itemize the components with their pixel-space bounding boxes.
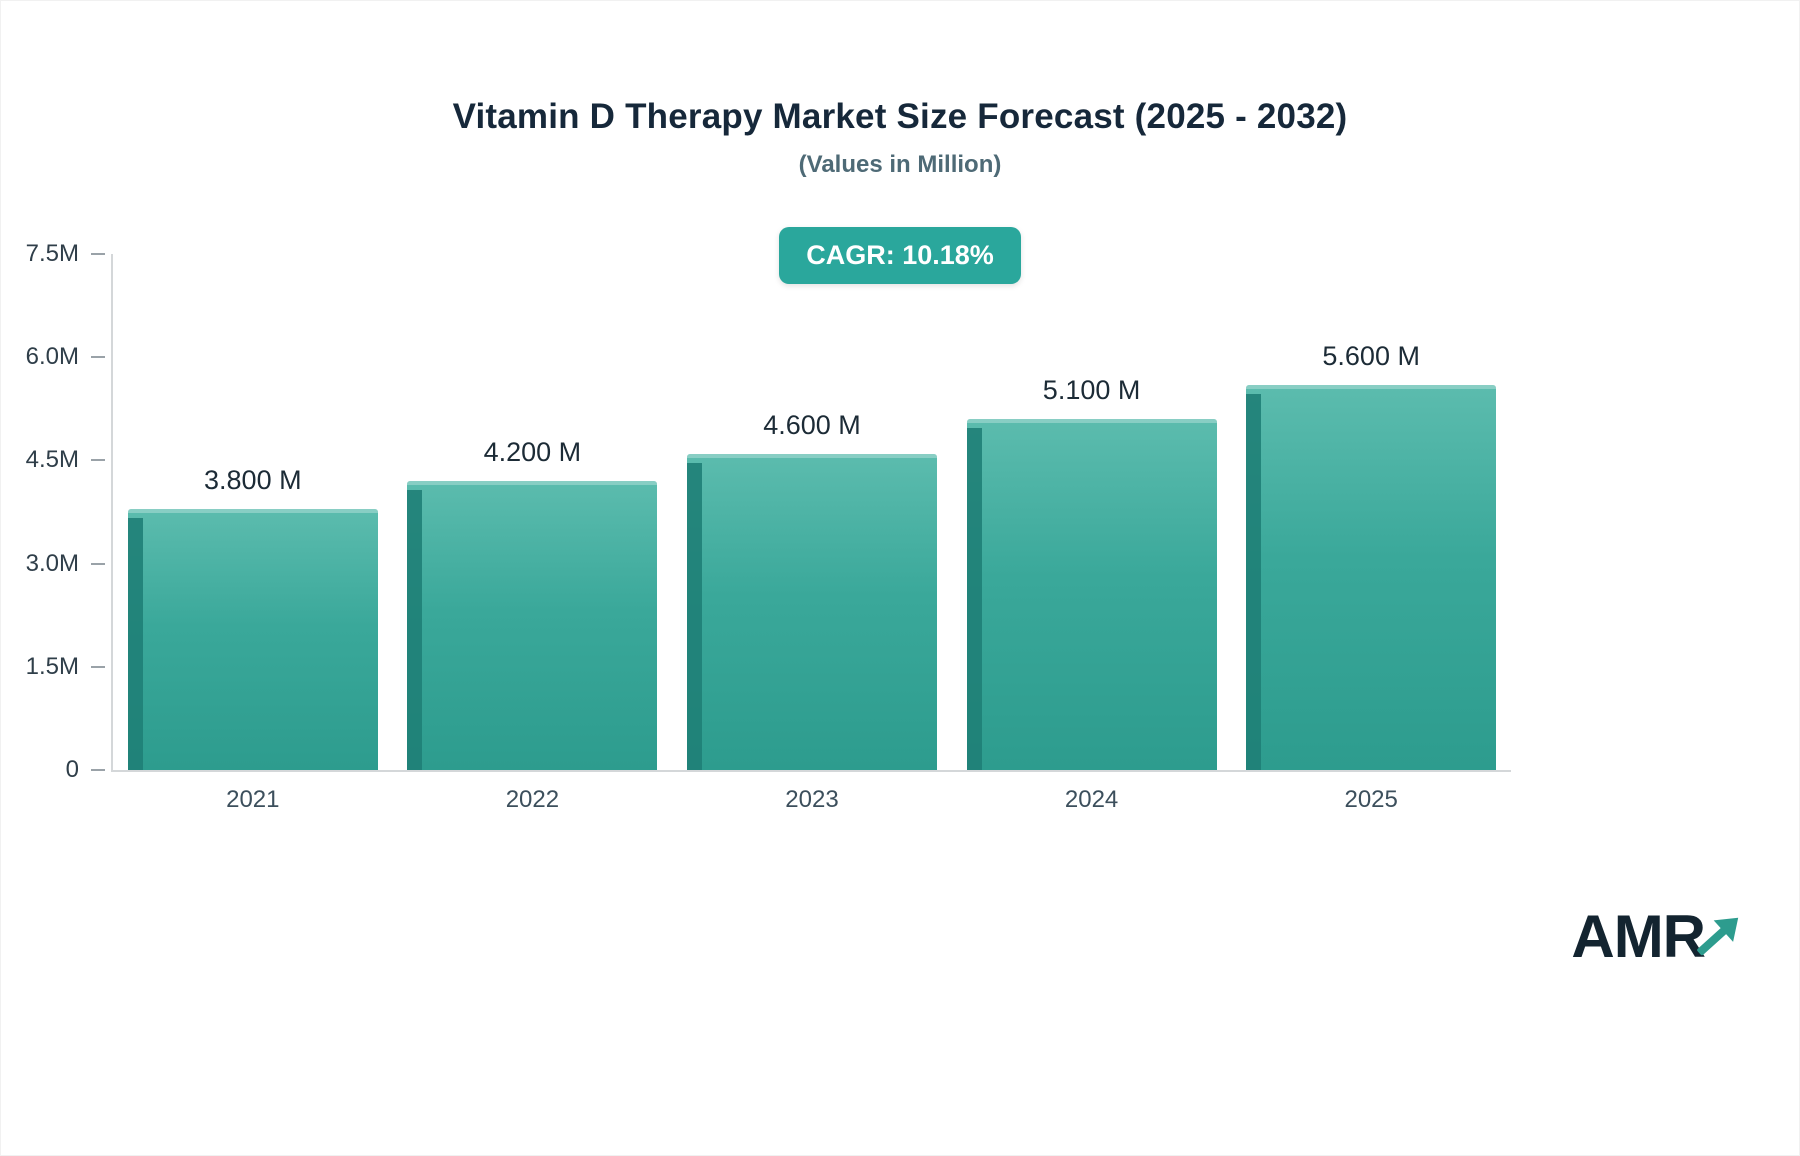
amr-logo-text: AMR	[1571, 903, 1706, 970]
bar-2024[interactable]: 5.100 M	[966, 375, 1217, 770]
bar-2023[interactable]: 4.600 M	[686, 410, 937, 771]
y-tick: 7.5M	[26, 240, 105, 268]
y-tick: 3.0M	[26, 550, 105, 578]
x-axis-label-2021: 2021	[226, 786, 280, 813]
y-tick-label: 3.0M	[25, 549, 79, 577]
chart-subtitle: (Values in Million)	[798, 151, 1002, 178]
x-axis-label-2023: 2023	[785, 786, 839, 813]
y-tick-mark	[91, 253, 105, 255]
y-tick-label: 1.5M	[25, 652, 79, 680]
bar-value-label: 4.200 M	[483, 437, 582, 468]
y-tick-label: 0	[65, 756, 79, 783]
y-tick: 4.5M	[26, 446, 105, 474]
y-tick: 1.5M	[26, 653, 105, 681]
bar-2021[interactable]: 3.800 M	[127, 465, 378, 771]
cagr-badge: CAGR: 10.18%	[779, 227, 1021, 284]
cagr-badge-wrap: CAGR: 10.18%	[1, 227, 1799, 284]
bar-value-label: 3.800 M	[204, 464, 302, 495]
bar-column: 4.600 M	[672, 254, 952, 771]
logo-trend-arrow-icon	[1697, 917, 1739, 956]
bar-column: 5.600 M	[1231, 254, 1511, 771]
bars-row: 3.800 M 4.200 M 4.600 M 5.100 M 5.600 M	[113, 254, 1511, 771]
y-tick-mark	[91, 562, 105, 565]
plot-area: 3.800 M 4.200 M 4.600 M 5.100 M 5.600 M 2021…	[26, 240, 1511, 813]
chart-title: Vitamin D Therapy Market Size Forecast (…	[452, 97, 1348, 136]
x-axis-label-2025: 2025	[1344, 786, 1398, 813]
y-tick-label: 7.5M	[25, 240, 79, 267]
y-tick-mark	[91, 769, 105, 771]
y-tick-mark	[91, 665, 105, 668]
y-tick: 6.0M	[26, 343, 105, 371]
bar-column: 3.800 M	[113, 254, 393, 771]
x-axis-labels: 2021 2022 2023 2024 2025	[113, 786, 1511, 814]
x-axis-label-2024: 2024	[1064, 786, 1119, 813]
bar-column: 4.200 M	[393, 254, 673, 770]
bar-value-label: 5.600 M	[1322, 340, 1420, 371]
y-tick-mark	[91, 356, 105, 359]
bar-value-label: 5.100 M	[1042, 375, 1141, 406]
x-axis-label-2022: 2022	[505, 786, 560, 813]
bar-column: 5.100 M	[952, 254, 1232, 770]
bar-2022[interactable]: 4.200 M	[407, 437, 658, 770]
bar-value-label: 4.600 M	[763, 409, 861, 440]
bar-2025[interactable]: 5.600 M	[1246, 341, 1497, 771]
y-tick: 0	[66, 756, 105, 784]
amr-logo[interactable]: AMR	[1571, 907, 1747, 967]
y-tick-label: 4.5M	[25, 446, 79, 474]
y-tick-label: 6.0M	[25, 343, 79, 371]
y-tick-mark	[91, 459, 105, 462]
